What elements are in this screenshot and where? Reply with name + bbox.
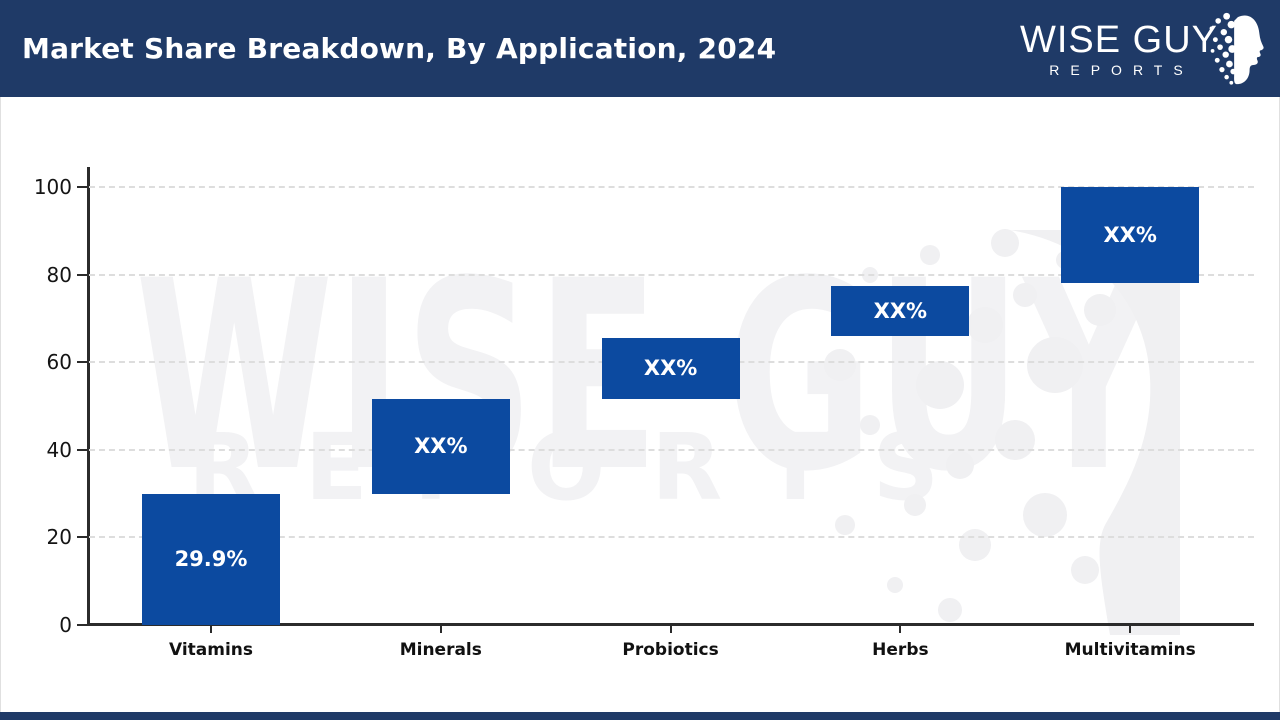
bar-multivitamins: XX% <box>1061 187 1200 283</box>
x-category-label-multivitamins: Multivitamins <box>1064 640 1196 660</box>
y-axis-tick <box>77 536 87 538</box>
x-axis-tick <box>899 626 902 633</box>
gridline-100 <box>89 186 1254 188</box>
logo-text: WISE GUY REPORTS <box>1020 21 1218 77</box>
y-axis-tick-label: 100 <box>33 175 72 199</box>
bar-vitamins: 29.9% <box>142 493 280 625</box>
y-axis <box>87 167 90 626</box>
chart-title: Market Share Breakdown, By Application, … <box>22 32 777 65</box>
gridline-80 <box>89 273 1254 276</box>
watermark-face-icon <box>824 229 1180 635</box>
y-axis-tick <box>77 448 87 451</box>
y-axis-tick <box>77 361 87 363</box>
y-axis-tick-label: 40 <box>46 437 72 462</box>
frame-border-left <box>0 97 1 712</box>
logo-face-icon <box>1209 12 1264 85</box>
bar-minerals: XX% <box>371 399 510 494</box>
x-axis-tick <box>1129 626 1132 633</box>
gridline-40 <box>89 448 1254 451</box>
x-category-label-probiotics: Probiotics <box>622 640 719 660</box>
footer-bar <box>0 712 1280 720</box>
watermark-subtitle: REPORTS <box>188 414 986 521</box>
y-axis-tick <box>77 623 87 626</box>
y-axis-tick-label: 60 <box>46 350 72 374</box>
y-axis-tick <box>77 186 87 188</box>
bar-probiotics: XX% <box>601 337 740 399</box>
bar-herbs: XX% <box>831 285 970 336</box>
y-axis-tick-label: 0 <box>59 612 72 637</box>
logo-subtitle: REPORTS <box>1049 61 1194 78</box>
gridline-20 <box>89 536 1254 538</box>
y-axis-tick <box>77 273 87 276</box>
x-axis-tick <box>439 626 442 633</box>
header: Market Share Breakdown, By Application, … <box>0 0 1280 97</box>
x-category-label-herbs: Herbs <box>872 640 929 660</box>
y-axis-tick-label: 80 <box>46 262 72 287</box>
x-axis-tick <box>669 626 672 633</box>
logo-wordmark: WISE GUY <box>1019 18 1218 61</box>
y-axis-tick-label: 20 <box>46 525 72 549</box>
x-category-label-vitamins: Vitamins <box>168 640 254 660</box>
x-axis <box>87 623 1254 626</box>
wiseguy-logo: WISE GUY REPORTS <box>1020 7 1266 91</box>
x-axis-tick <box>210 626 212 633</box>
x-category-label-minerals: Minerals <box>399 640 482 660</box>
